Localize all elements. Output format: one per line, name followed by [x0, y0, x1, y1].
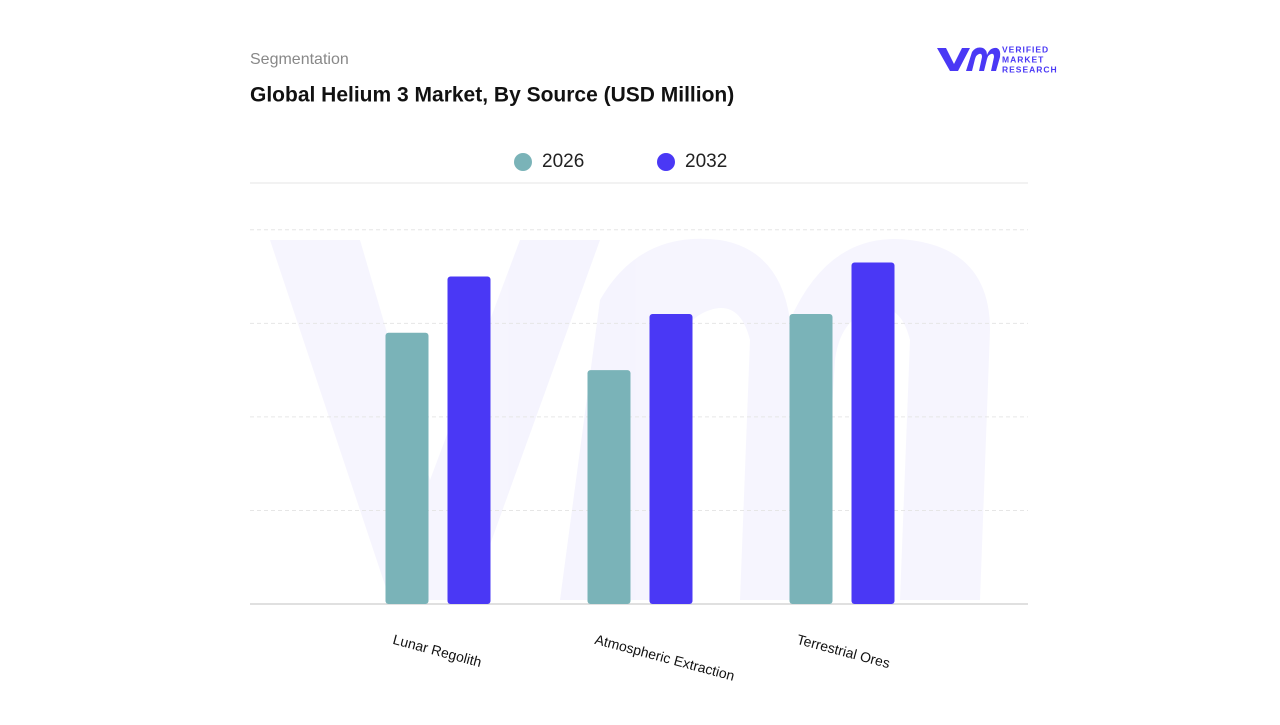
bar [789, 313, 833, 604]
bar [851, 262, 895, 604]
chart-title: Global Helium 3 Market, By Source (USD M… [250, 84, 734, 107]
legend-marker [657, 153, 675, 171]
logo-mark [937, 47, 1001, 71]
bar [447, 276, 491, 604]
x-tick-label: Lunar Regolith [391, 631, 483, 670]
logo: VERIFIED MARKET RESEARCH [937, 44, 1058, 74]
logo-text: MARKET [1002, 54, 1044, 64]
subtitle: Segmentation [250, 51, 349, 68]
bar [649, 313, 693, 604]
bar [587, 370, 631, 604]
logo-text: RESEARCH [1002, 64, 1058, 74]
bar [385, 332, 429, 604]
legend-marker [514, 153, 532, 171]
x-tick-label: Terrestrial Ores [795, 631, 892, 671]
legend-label: 2026 [542, 151, 584, 172]
x-tick-label: Atmospheric Extraction [593, 631, 736, 684]
logo-text: VERIFIED [1002, 44, 1049, 54]
legend-label: 2032 [685, 151, 727, 172]
